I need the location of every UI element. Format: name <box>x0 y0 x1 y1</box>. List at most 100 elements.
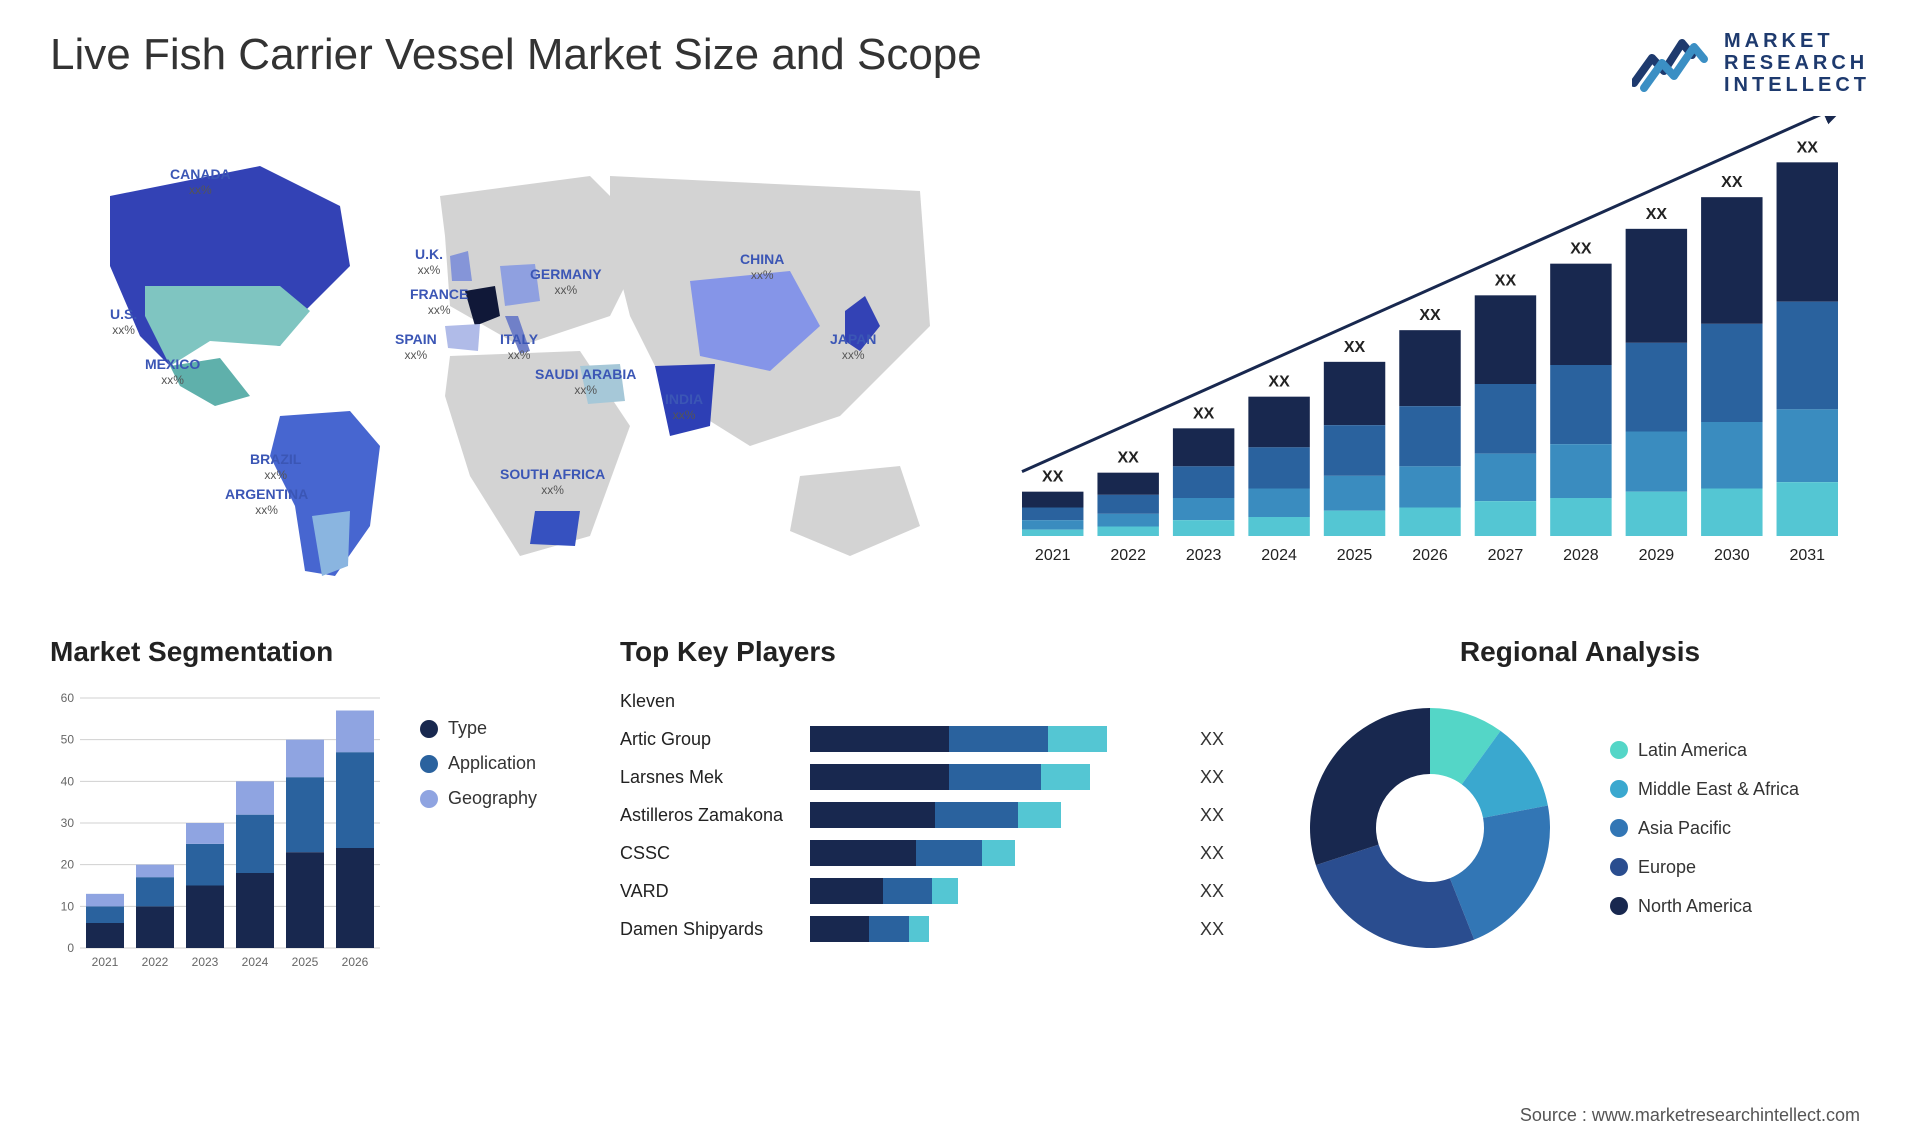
player-bar-segment <box>949 726 1048 752</box>
legend-swatch <box>1610 819 1628 837</box>
legend-item: North America <box>1610 896 1799 917</box>
player-bar-segment <box>810 878 883 904</box>
svg-text:XX: XX <box>1042 469 1064 486</box>
svg-text:2023: 2023 <box>192 955 219 969</box>
player-bar-segment <box>883 878 933 904</box>
legend-item: Type <box>420 718 537 739</box>
player-bar <box>810 878 1180 904</box>
svg-text:XX: XX <box>1495 272 1517 289</box>
player-bar-segment <box>869 916 909 942</box>
legend-label: Asia Pacific <box>1638 818 1731 839</box>
svg-text:2030: 2030 <box>1714 547 1750 564</box>
svg-text:2029: 2029 <box>1639 547 1675 564</box>
svg-text:2023: 2023 <box>1186 547 1222 564</box>
svg-text:2022: 2022 <box>142 955 169 969</box>
map-region-us <box>145 286 310 366</box>
legend-label: Middle East & Africa <box>1638 779 1799 800</box>
player-name: VARD <box>620 881 790 902</box>
legend-label: Application <box>448 753 536 774</box>
legend-label: Europe <box>1638 857 1696 878</box>
svg-text:2021: 2021 <box>92 955 119 969</box>
players-panel: Top Key Players KlevenArtic GroupXXLarsn… <box>620 636 1240 988</box>
player-bar <box>810 726 1180 752</box>
legend-item: Geography <box>420 788 537 809</box>
segmentation-panel: Market Segmentation 01020304050602021202… <box>50 636 570 988</box>
map-label: BRAZILxx% <box>250 451 301 482</box>
svg-text:2027: 2027 <box>1488 547 1524 564</box>
svg-text:XX: XX <box>1118 450 1140 467</box>
regional-legend: Latin America Middle East & Africa Asia Pa… <box>1610 740 1799 917</box>
segmentation-chart: 0102030405060202120222023202420252026 <box>50 688 390 988</box>
svg-text:XX: XX <box>1646 206 1668 223</box>
map-region-australia <box>790 466 920 556</box>
player-bar <box>810 688 1180 714</box>
segmentation-title: Market Segmentation <box>50 636 570 668</box>
player-bar <box>810 840 1180 866</box>
player-bar <box>810 802 1180 828</box>
legend-swatch <box>1610 780 1628 798</box>
legend-item: Europe <box>1610 857 1799 878</box>
player-name: Larsnes Mek <box>620 767 790 788</box>
svg-text:2021: 2021 <box>1035 547 1071 564</box>
legend-item: Latin America <box>1610 740 1799 761</box>
brand-logo: MARKET RESEARCH INTELLECT <box>1632 30 1870 96</box>
legend-swatch <box>1610 897 1628 915</box>
map-label: MEXICOxx% <box>145 356 200 387</box>
page-title: Live Fish Carrier Vessel Market Size and… <box>50 30 982 80</box>
map-label: GERMANYxx% <box>530 266 602 297</box>
map-region-spain <box>445 324 480 351</box>
map-label: U.K.xx% <box>415 246 443 277</box>
player-bar-segment <box>1018 802 1061 828</box>
players-title: Top Key Players <box>620 636 1240 668</box>
svg-text:2028: 2028 <box>1563 547 1599 564</box>
svg-text:2022: 2022 <box>1110 547 1146 564</box>
brand-l1: MARKET <box>1724 30 1870 52</box>
legend-label: Latin America <box>1638 740 1747 761</box>
player-bar-segment <box>810 764 949 790</box>
player-value: XX <box>1200 919 1240 940</box>
map-label: CHINAxx% <box>740 251 784 282</box>
source-line: Source : www.marketresearchintellect.com <box>1520 1105 1860 1126</box>
player-name: Astilleros Zamakona <box>620 805 790 826</box>
map-label: ITALYxx% <box>500 331 538 362</box>
svg-text:2024: 2024 <box>1261 547 1297 564</box>
svg-text:XX: XX <box>1797 139 1819 156</box>
player-bar-segment <box>932 878 958 904</box>
svg-text:XX: XX <box>1193 405 1215 422</box>
svg-text:2025: 2025 <box>292 955 319 969</box>
player-bar <box>810 764 1180 790</box>
svg-text:2024: 2024 <box>242 955 269 969</box>
player-row: CSSCXX <box>620 840 1240 866</box>
legend-swatch <box>1610 858 1628 876</box>
legend-label: North America <box>1638 896 1752 917</box>
brand-l2: RESEARCH <box>1724 52 1870 74</box>
player-name: Artic Group <box>620 729 790 750</box>
player-bar-segment <box>916 840 982 866</box>
legend-swatch <box>1610 741 1628 759</box>
player-value: XX <box>1200 881 1240 902</box>
svg-text:XX: XX <box>1721 174 1743 191</box>
svg-text:50: 50 <box>61 733 75 747</box>
svg-text:2025: 2025 <box>1337 547 1373 564</box>
player-bar-segment <box>810 916 869 942</box>
segmentation-legend: Type Application Geography <box>420 688 537 988</box>
map-label: FRANCExx% <box>410 286 468 317</box>
regional-donut <box>1290 688 1570 968</box>
map-label: SOUTH AFRICAxx% <box>500 466 605 497</box>
map-label: U.S.xx% <box>110 306 137 337</box>
map-label: CANADAxx% <box>170 166 231 197</box>
legend-swatch <box>420 790 438 808</box>
map-label: ARGENTINAxx% <box>225 486 308 517</box>
player-bar-segment <box>909 916 929 942</box>
player-row: VARD XX <box>620 878 1240 904</box>
brand-mark-icon <box>1632 33 1712 93</box>
player-bar-segment <box>810 726 949 752</box>
growth-chart: XX2021XX2022XX2023XX2024XX2025XX2026XX20… <box>990 116 1870 596</box>
legend-swatch <box>420 720 438 738</box>
player-bar-segment <box>810 802 935 828</box>
player-bar-segment <box>935 802 1018 828</box>
player-bar-segment <box>810 840 916 866</box>
regional-panel: Regional Analysis Latin AmericaMiddle Ea… <box>1290 636 1870 988</box>
svg-text:XX: XX <box>1419 307 1441 324</box>
map-label: JAPANxx% <box>830 331 876 362</box>
